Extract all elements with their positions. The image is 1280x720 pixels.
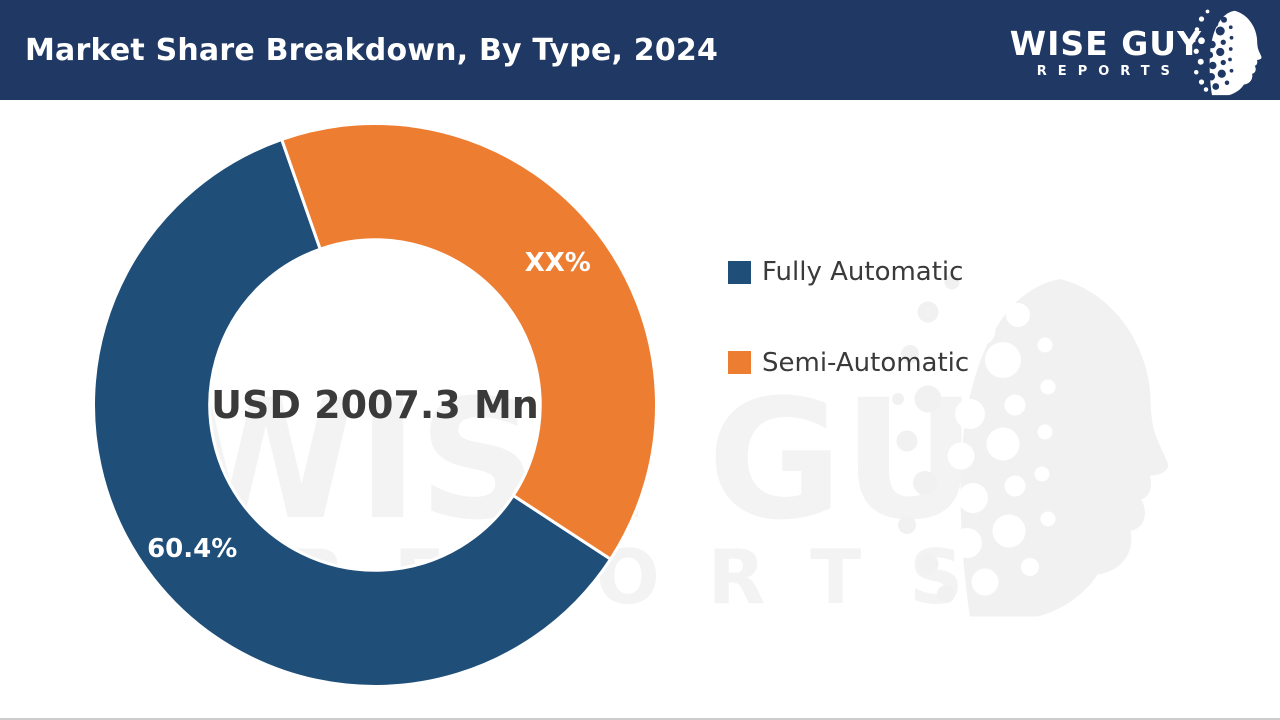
donut-slice-fully-automatic <box>92 137 613 688</box>
chart-area: WISE GUY REPORTS 60.4% XX% USD 2007.3 Mn … <box>0 100 1280 718</box>
donut-slice-semi-automatic <box>280 122 658 561</box>
page-title: Market Share Breakdown, By Type, 2024 <box>25 32 719 68</box>
chart-legend: Fully Automatic Semi-Automatic <box>728 258 969 377</box>
legend-swatch-fully-automatic <box>728 260 751 284</box>
head-profile-logo-icon <box>1192 9 1262 96</box>
brand-logo-text: WISE GUY REPORTS <box>1010 27 1202 78</box>
legend-item-fully-automatic: Fully Automatic <box>728 258 969 287</box>
donut-chart: 60.4% XX% <box>92 122 658 688</box>
legend-label: Fully Automatic <box>762 257 964 287</box>
legend-item-semi-automatic: Semi-Automatic <box>728 347 970 378</box>
brand-subname: REPORTS <box>1036 63 1181 79</box>
header-bar: Market Share Breakdown, By Type, 2024 WI… <box>0 0 1280 100</box>
slice-label: 60.4% <box>147 534 237 564</box>
donut-center-value: USD 2007.3 Mn <box>211 383 539 427</box>
legend-swatch-semi-automatic <box>728 351 751 375</box>
brand-name: WISE GUY <box>1009 23 1202 63</box>
legend-label: Semi-Automatic <box>762 347 970 378</box>
brand-logo: WISE GUY REPORTS <box>1010 6 1266 98</box>
watermark-head-profile-icon <box>892 274 1169 617</box>
slice-label: XX% <box>525 248 591 278</box>
